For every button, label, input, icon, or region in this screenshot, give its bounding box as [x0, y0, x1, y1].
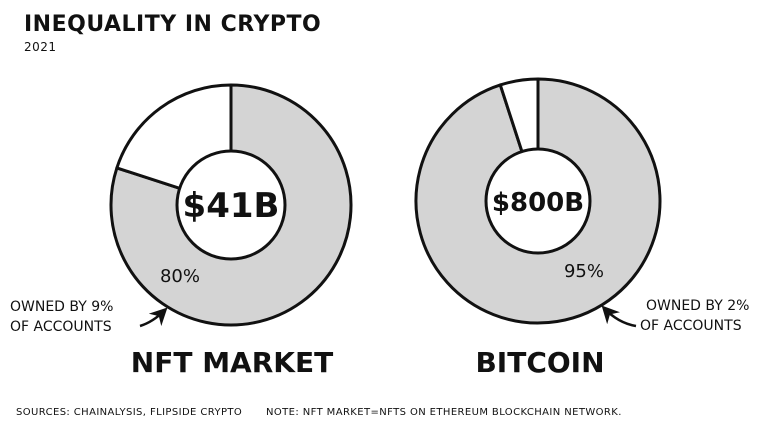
bitcoin-annotation-line-2: OF ACCOUNTS [640, 318, 742, 334]
chart-title: INEQUALITY IN CRYPTO [24, 12, 322, 37]
bitcoin-donut-hole [484, 147, 592, 255]
footer-sources: SOURCES: CHAINALYSIS, FLIPSIDE CRYPTO [16, 407, 243, 418]
donut-chart-bitcoin: $800B 95% BITCOIN OWNED BY 2% OF ACCOUNT… [414, 77, 749, 379]
nft-slice-label: 80% [160, 266, 200, 287]
footer-note: NOTE: NFT MARKET=NFTS ON ETHEREUM BLOCKC… [266, 407, 622, 418]
nft-annotation-line-1: OWNED BY 9% [10, 299, 113, 315]
nft-annotation-arrow [139, 307, 168, 328]
nft-annotation-line-2: OF ACCOUNTS [10, 319, 112, 335]
bitcoin-slice-label: 95% [564, 261, 604, 282]
donut-chart-nft-market: $41B 80% NFT MARKET OWNED BY 9% OF ACCOU… [10, 83, 353, 379]
bitcoin-chart-title: BITCOIN [475, 346, 604, 379]
bitcoin-annotation-line-1: OWNED BY 2% [646, 298, 749, 314]
chart-subtitle: 2021 [24, 40, 57, 54]
bitcoin-center-label: $800B [492, 188, 584, 218]
nft-chart-title: NFT MARKET [131, 346, 333, 379]
bitcoin-annotation-arrow [601, 305, 637, 328]
nft-donut-hole [175, 149, 287, 261]
nft-center-label: $41B [183, 186, 280, 226]
